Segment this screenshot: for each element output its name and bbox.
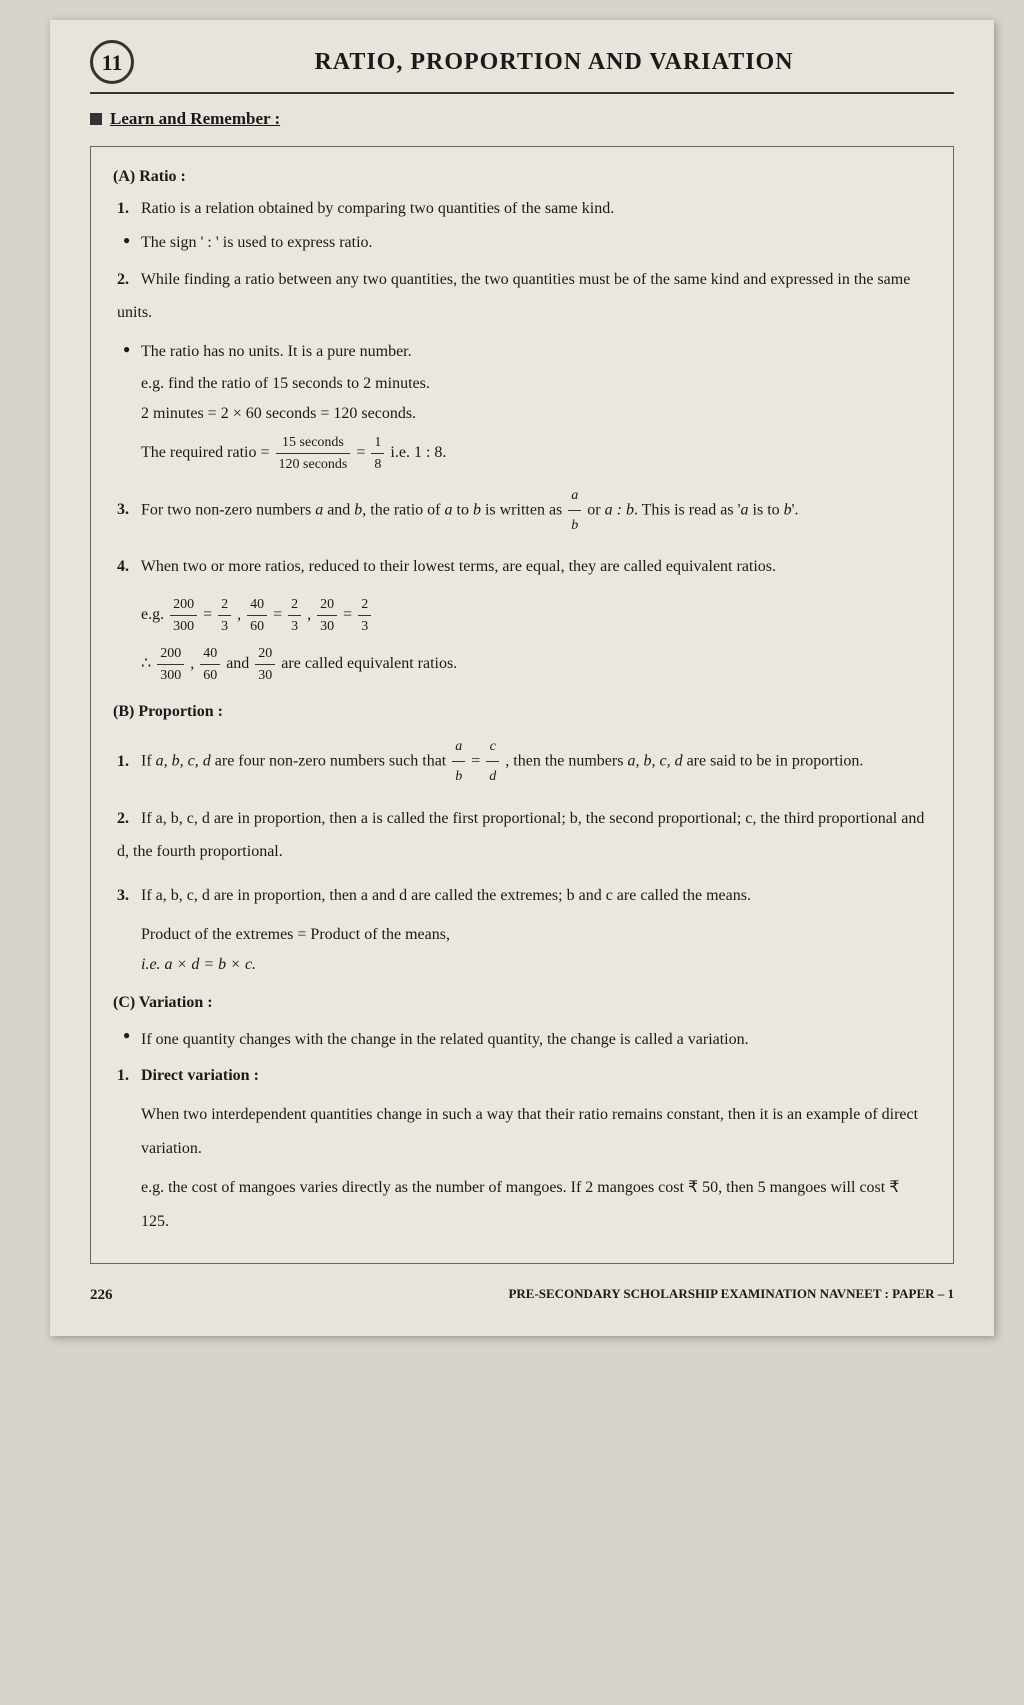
eg4-pre: e.g. — [141, 606, 164, 623]
f1b2: 300 — [157, 665, 184, 686]
a3-m3: to — [453, 501, 473, 518]
eg2c-f2-top: 1 — [371, 432, 384, 454]
b1-post: , then the numbers — [505, 753, 627, 770]
a3-pre: For two non-zero numbers — [141, 501, 315, 518]
c-item-1: 1. Direct variation : — [113, 1064, 931, 1088]
f6b: 3 — [358, 616, 371, 637]
f6t: 2 — [358, 594, 371, 616]
a-item-1: 1. Ratio is a relation obtained by compa… — [113, 197, 931, 221]
f3t2: 40 — [200, 643, 220, 665]
b-item-3c: i.e. a × d = b × c. — [113, 953, 931, 977]
f4t: 2 — [288, 594, 301, 616]
section-c-heading: (C) Variation : — [113, 991, 931, 1015]
b-item-3: 3. If a, b, c, d are in proportion, then… — [113, 879, 931, 913]
a-item-3: 3. For two non-zero numbers a and b, the… — [113, 481, 931, 541]
b3-text: If a, b, c, d are in proportion, then a … — [141, 887, 751, 904]
eg4b-post: are called equivalent ratios. — [281, 655, 457, 672]
eg4b-pre: ∴ — [141, 655, 151, 672]
a-item-2: 2. While finding a ratio between any two… — [113, 263, 931, 330]
eg2c-eq1: = — [356, 444, 365, 461]
page-footer: 226 PRE-SECONDARY SCHOLARSHIP EXAMINATIO… — [90, 1284, 954, 1307]
f5t2: 20 — [255, 643, 275, 665]
c1-head: Direct variation : — [141, 1067, 259, 1084]
a-item-2-eg-a: e.g. find the ratio of 15 seconds to 2 m… — [113, 372, 931, 396]
eg2c-post: i.e. 1 : 8. — [390, 444, 446, 461]
chapter-number-badge: 11 — [90, 40, 134, 84]
b-item-2: 2. If a, b, c, d are in proportion, then… — [113, 802, 931, 869]
chapter-header: 11 RATIO, PROPORTION AND VARIATION — [90, 40, 954, 94]
b3c-text: i.e. a × d = b × c. — [141, 956, 256, 973]
b1f2t: c — [486, 732, 499, 762]
a-item-4-eg-b: ∴ 200300 , 4060 and 2030 are called equi… — [113, 643, 931, 686]
f5b: 30 — [317, 616, 337, 637]
chapter-title: RATIO, PROPORTION AND VARIATION — [154, 44, 954, 80]
section-b-heading: (B) Proportion : — [113, 700, 931, 724]
a3-ft: a — [568, 481, 581, 511]
f1b: 300 — [170, 616, 197, 637]
footer-text: PRE-SECONDARY SCHOLARSHIP EXAMINATION NA… — [508, 1284, 954, 1307]
a3-m2: , the ratio of — [362, 501, 444, 518]
eg2c-f2-bot: 8 — [371, 454, 384, 475]
b1f2b: d — [486, 762, 499, 791]
square-bullet-icon — [90, 113, 102, 125]
a3-m4: is written as — [481, 501, 566, 518]
f5b2: 30 — [255, 665, 275, 686]
b1f1b: b — [452, 762, 465, 791]
a3-end2: '. — [792, 501, 799, 518]
a3-frac: a b — [568, 481, 581, 541]
b1-m1: are four non-zero numbers such that — [211, 753, 450, 770]
textbook-page: 11 RATIO, PROPORTION AND VARIATION Learn… — [50, 20, 994, 1336]
f3b2: 60 — [200, 665, 220, 686]
b1-end: are said to be in proportion. — [683, 753, 864, 770]
f5t: 20 — [317, 594, 337, 616]
eg2c-f1-bot: 120 seconds — [276, 454, 351, 475]
eg2c-f1-top: 15 seconds — [276, 432, 351, 454]
learn-remember-row: Learn and Remember : — [90, 106, 954, 132]
f4b: 3 — [288, 616, 301, 637]
learn-heading: Learn and Remember : — [110, 106, 280, 132]
a3-fb: b — [568, 511, 581, 540]
page-number: 226 — [90, 1284, 113, 1307]
a-item-1-text: Ratio is a relation obtained by comparin… — [141, 200, 614, 217]
c-item-1-eg: e.g. the cost of mangoes varies directly… — [113, 1171, 931, 1238]
a3-m5: or — [587, 501, 604, 518]
section-a-heading: (A) Ratio : — [113, 165, 931, 189]
eg2c-frac1: 15 seconds 120 seconds — [276, 432, 351, 475]
a-item-2-eg-c: The required ratio = 15 seconds 120 seco… — [113, 432, 931, 475]
b1-pre: If — [141, 753, 156, 770]
a3-end: is to — [749, 501, 784, 518]
f2b: 3 — [218, 616, 231, 637]
a-item-4: 4. When two or more ratios, reduced to t… — [113, 550, 931, 584]
c-bullet-1: If one quantity changes with the change … — [113, 1023, 931, 1057]
a3-post: . This is read as ' — [634, 501, 741, 518]
eg2c-frac2: 1 8 — [371, 432, 384, 475]
a-item-1-bullet: The sign ' : ' is used to express ratio. — [113, 231, 931, 255]
a-item-2-bullet: The ratio has no units. It is a pure num… — [113, 340, 931, 364]
f1t: 200 — [170, 594, 197, 616]
a-item-2-text: While finding a ratio between any two qu… — [117, 271, 910, 322]
a-item-4-eg: e.g. 200300 = 23 , 4060 = 23 , 2030 = 23 — [113, 594, 931, 637]
f1t2: 200 — [157, 643, 184, 665]
a-item-2-eg-b: 2 minutes = 2 × 60 seconds = 120 seconds… — [113, 402, 931, 426]
f3t: 40 — [247, 594, 267, 616]
b2-text: If a, b, c, d are in proportion, then a … — [117, 810, 924, 861]
a4-text: When two or more ratios, reduced to thei… — [141, 558, 776, 575]
b-item-3b: Product of the extremes = Product of the… — [113, 923, 931, 947]
b-item-1: 1. If a, b, c, d are four non-zero numbe… — [113, 732, 931, 792]
b1f1t: a — [452, 732, 465, 762]
eg2c-pre: The required ratio = — [141, 444, 270, 461]
c-item-1-text: When two interdependent quantities chang… — [113, 1098, 931, 1165]
content-box: (A) Ratio : 1. Ratio is a relation obtai… — [90, 146, 954, 1264]
f2t: 2 — [218, 594, 231, 616]
f3b: 60 — [247, 616, 267, 637]
a3-m1: and — [323, 501, 354, 518]
